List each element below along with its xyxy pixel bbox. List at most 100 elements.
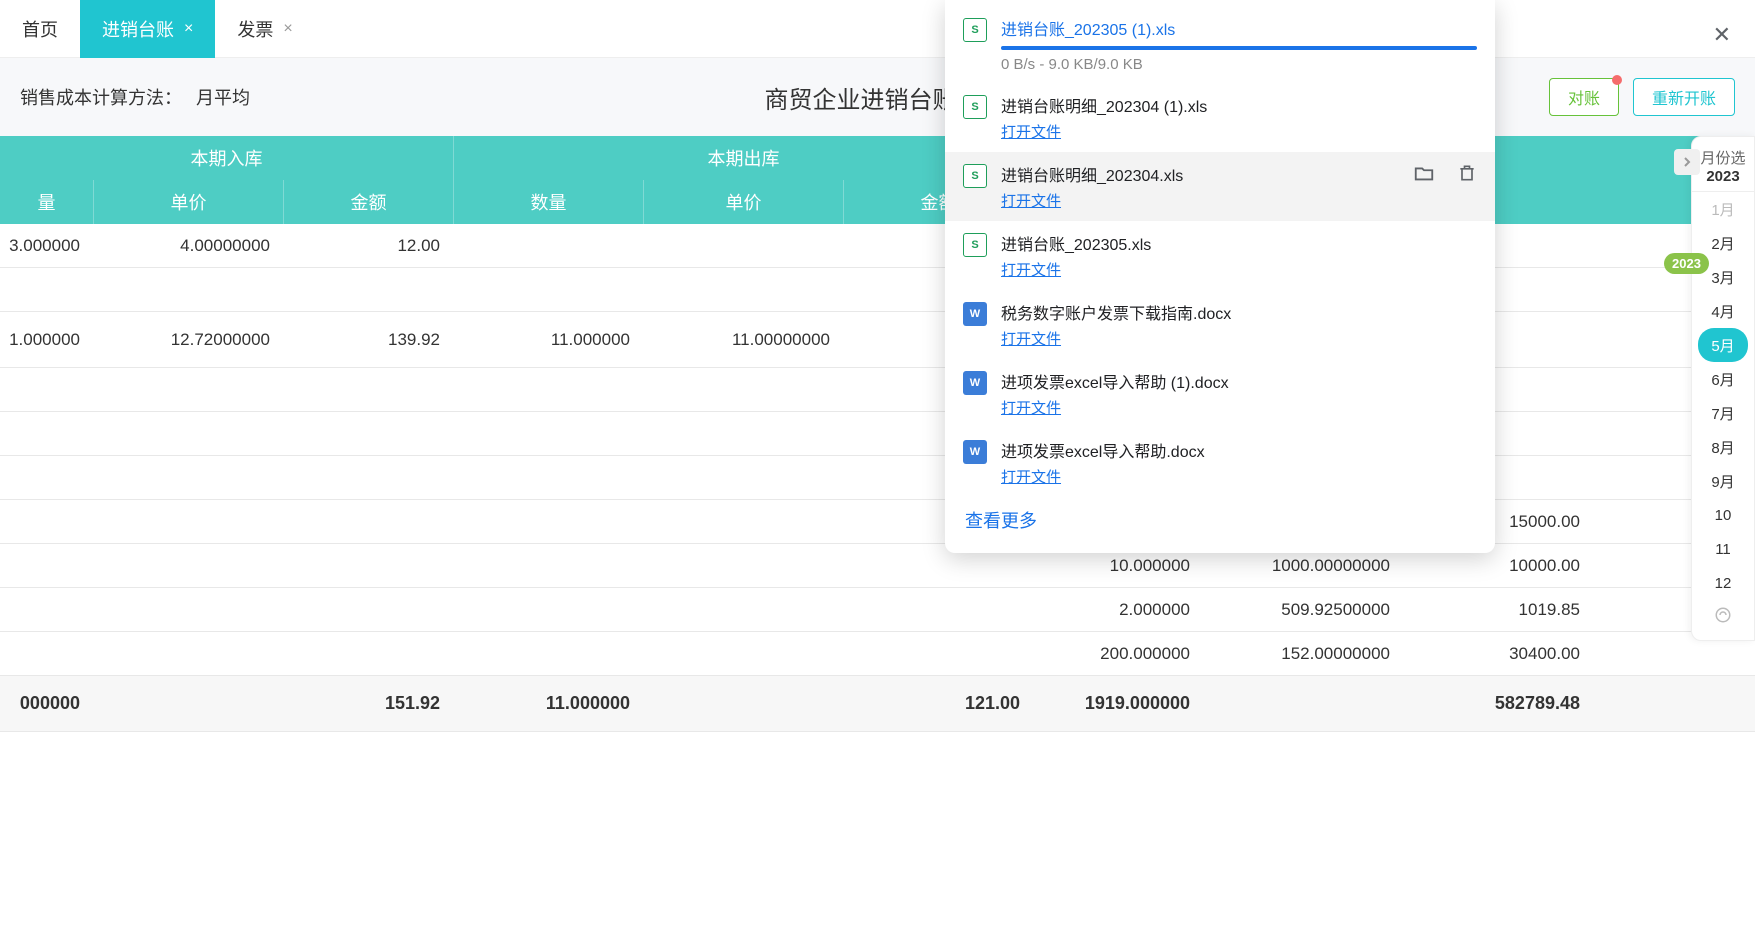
month-item[interactable]: 4月 xyxy=(1692,294,1754,328)
folder-icon[interactable] xyxy=(1413,162,1435,184)
download-text: 进项发票excel导入帮助.docx 打开文件 xyxy=(1001,438,1477,487)
column-header-0: 量 xyxy=(0,180,94,224)
open-file-link[interactable]: 打开文件 xyxy=(1001,397,1477,418)
tab-label: 进销台账 xyxy=(102,16,174,42)
month-item[interactable]: 11 xyxy=(1692,532,1754,566)
column-header-1: 单价 xyxy=(94,180,284,224)
download-status: 0 B/s - 9.0 KB/9.0 KB xyxy=(1001,56,1477,73)
open-file-link[interactable]: 打开文件 xyxy=(1001,466,1477,487)
table-cell: 139.92 xyxy=(284,312,454,367)
download-name: 进销台账明细_202304.xls xyxy=(1001,162,1399,186)
column-header-3: 数量 xyxy=(454,180,644,224)
month-item[interactable]: 10 xyxy=(1692,498,1754,532)
table-cell xyxy=(284,544,454,587)
table-cell xyxy=(284,412,454,455)
download-item[interactable]: W进项发票excel导入帮助 (1).docx打开文件 xyxy=(945,359,1495,428)
tab-0[interactable]: 首页 xyxy=(0,0,80,58)
download-name: 进项发票excel导入帮助 (1).docx xyxy=(1001,369,1477,393)
table-cell xyxy=(454,368,644,411)
close-icon[interactable]: × xyxy=(283,20,292,38)
notification-dot xyxy=(1612,75,1622,85)
month-item[interactable]: 7月 xyxy=(1692,396,1754,430)
download-name: 进项发票excel导入帮助.docx xyxy=(1001,438,1477,462)
excel-icon: S xyxy=(963,95,987,119)
month-footer-icon[interactable] xyxy=(1692,600,1754,630)
table-cell: 30400.00 xyxy=(1404,632,1594,675)
download-item[interactable]: S进销台账明细_202304.xls打开文件 xyxy=(945,152,1495,221)
table-cell xyxy=(644,588,844,631)
table-cell xyxy=(94,588,284,631)
group-inbound: 本期入库 xyxy=(0,136,454,180)
excel-icon: S xyxy=(963,233,987,257)
table-footer-cell: 000000 xyxy=(0,676,94,731)
restart-button[interactable]: 重新开账 xyxy=(1633,78,1735,116)
tab-label: 首页 xyxy=(22,16,58,42)
table-cell xyxy=(644,456,844,499)
table-cell xyxy=(284,632,454,675)
open-file-link[interactable]: 打开文件 xyxy=(1001,259,1477,280)
downloads-panel: S 进销台账_202305 (1).xls 0 B/s - 9.0 KB/9.0 K… xyxy=(945,0,1495,553)
table-cell xyxy=(454,588,644,631)
table-cell xyxy=(94,544,284,587)
table-cell xyxy=(454,412,644,455)
word-icon: W xyxy=(963,440,987,464)
table-footer-cell: 582789.48 xyxy=(1404,676,1594,731)
download-item[interactable]: S进销台账_202305.xls打开文件 xyxy=(945,221,1495,290)
table-row: 2.000000509.925000001019.85 xyxy=(0,588,1755,632)
close-icon[interactable]: ✕ xyxy=(1713,22,1731,48)
download-item[interactable]: S进销台账明细_202304 (1).xls打开文件 xyxy=(945,83,1495,152)
table-footer-cell xyxy=(94,676,284,731)
table-footer-cell: 121.00 xyxy=(844,676,1034,731)
tab-label: 发票 xyxy=(237,16,273,42)
column-header-2: 金额 xyxy=(284,180,454,224)
table-cell: 4.00000000 xyxy=(94,224,284,267)
table-cell: 509.92500000 xyxy=(1204,588,1404,631)
tab-2[interactable]: 发票 × xyxy=(215,0,314,58)
tab-1[interactable]: 进销台账 × xyxy=(80,0,215,58)
month-item[interactable]: 8月 xyxy=(1692,430,1754,464)
table-row: 200.000000152.0000000030400.00 xyxy=(0,632,1755,676)
table-cell xyxy=(94,500,284,543)
table-cell xyxy=(0,588,94,631)
reconcile-button[interactable]: 对账 xyxy=(1549,78,1619,116)
table-cell xyxy=(284,456,454,499)
download-actions xyxy=(1413,162,1477,184)
table-footer-cell: 11.000000 xyxy=(454,676,644,731)
download-item[interactable]: S进销台账_202305 (1).xls0 B/s - 9.0 KB/9.0 K… xyxy=(945,6,1495,83)
table-footer-cell: 151.92 xyxy=(284,676,454,731)
cost-method-value[interactable]: 月平均 xyxy=(196,84,250,110)
month-item[interactable]: 5月 xyxy=(1698,328,1748,362)
table-cell xyxy=(844,588,1034,631)
table-cell: 11.000000 xyxy=(454,312,644,367)
table-cell: 1019.85 xyxy=(1404,588,1594,631)
view-more-link[interactable]: 查看更多 xyxy=(945,497,1495,537)
download-item[interactable]: W税务数字账户发票下载指南.docx打开文件 xyxy=(945,290,1495,359)
table-cell: 200.000000 xyxy=(1034,632,1204,675)
month-sidebar: 月份选 2023 2023 1月2月3月4月5月6月7月8月9月101112 xyxy=(1691,136,1755,641)
month-item[interactable]: 1月 xyxy=(1692,192,1754,226)
table-cell xyxy=(0,632,94,675)
month-header-label: 月份选 xyxy=(1692,147,1754,168)
month-item[interactable]: 6月 xyxy=(1692,362,1754,396)
table-cell xyxy=(0,268,94,311)
table-cell: 2.000000 xyxy=(1034,588,1204,631)
cost-method: 销售成本计算方法： 月平均 xyxy=(20,84,250,110)
table-cell xyxy=(644,224,844,267)
download-text: 税务数字账户发票下载指南.docx打开文件 xyxy=(1001,300,1477,349)
close-icon[interactable]: × xyxy=(184,20,193,38)
header-actions: 对账 重新开账 xyxy=(1549,78,1735,116)
open-file-link[interactable]: 打开文件 xyxy=(1001,121,1477,142)
table-cell xyxy=(284,588,454,631)
open-file-link[interactable]: 打开文件 xyxy=(1001,190,1399,211)
month-item[interactable]: 9月 xyxy=(1692,464,1754,498)
table-cell: 1.000000 xyxy=(0,312,94,367)
month-header: 月份选 2023 xyxy=(1692,137,1754,192)
month-item[interactable]: 12 xyxy=(1692,566,1754,600)
table-cell xyxy=(454,224,644,267)
download-name: 进销台账_202305 (1).xls xyxy=(1001,16,1477,40)
table-cell xyxy=(0,368,94,411)
download-item[interactable]: W 进项发票excel导入帮助.docx 打开文件 xyxy=(945,428,1495,497)
trash-icon[interactable] xyxy=(1457,162,1477,184)
open-file-link[interactable]: 打开文件 xyxy=(1001,328,1477,349)
table-cell xyxy=(94,368,284,411)
